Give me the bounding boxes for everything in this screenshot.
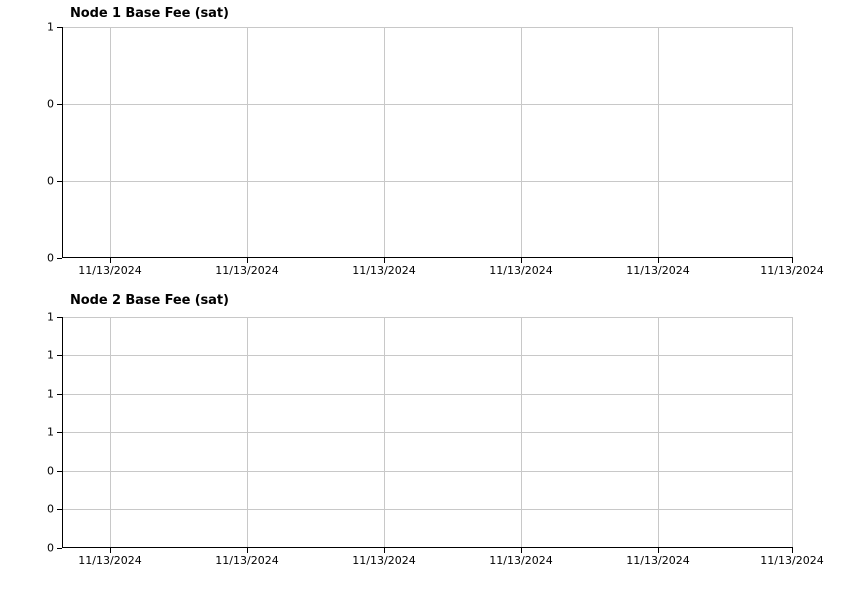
tick-x xyxy=(110,258,111,263)
tick-x xyxy=(110,548,111,553)
chart-panel-node-2-base-fee: Node 2 Base Fee (sat) 1 1 1 1 0 0 0 xyxy=(0,292,860,582)
y-axis-label: 0 xyxy=(47,541,54,555)
gridline-vertical xyxy=(521,317,522,548)
y-axis-label: 0 xyxy=(47,251,54,265)
tick-x xyxy=(521,258,522,263)
x-axis-label: 11/13/2024 xyxy=(489,264,553,277)
gridline-vertical xyxy=(110,27,111,258)
tick-x xyxy=(384,548,385,553)
gridline-horizontal xyxy=(62,394,793,395)
gridline-vertical xyxy=(247,317,248,548)
tick-x xyxy=(658,548,659,553)
tick-y xyxy=(57,181,62,182)
x-axis-label: 11/13/2024 xyxy=(626,554,690,567)
gridline-horizontal xyxy=(62,181,793,182)
y-axis-line xyxy=(62,317,63,548)
gridline-horizontal xyxy=(62,317,793,318)
tick-y xyxy=(57,317,62,318)
tick-x xyxy=(658,258,659,263)
x-axis-label: 11/13/2024 xyxy=(760,264,824,277)
gridline-vertical xyxy=(110,317,111,548)
gridline-vertical xyxy=(384,27,385,258)
y-axis-label: 1 xyxy=(47,20,54,34)
x-axis-label: 11/13/2024 xyxy=(215,264,279,277)
gridline-vertical xyxy=(792,27,793,258)
gridline-vertical xyxy=(658,27,659,258)
x-axis-label: 11/13/2024 xyxy=(78,554,142,567)
x-axis-label: 11/13/2024 xyxy=(352,264,416,277)
tick-y xyxy=(57,509,62,510)
plot-area[interactable]: 1 0 0 0 11/13/2024 11/13/2024 11/13/2024… xyxy=(47,21,824,278)
y-axis-label: 1 xyxy=(47,425,54,439)
gridline-vertical xyxy=(521,27,522,258)
tick-y xyxy=(57,258,62,259)
y-axis-label: 1 xyxy=(47,310,54,324)
gridline-vertical xyxy=(247,27,248,258)
y-axis-label: 0 xyxy=(47,174,54,188)
tick-y xyxy=(57,548,62,549)
gridline-vertical xyxy=(792,317,793,548)
tick-y xyxy=(57,27,62,28)
y-axis-label: 0 xyxy=(47,502,54,516)
tick-x xyxy=(792,258,793,263)
gridline-horizontal xyxy=(62,27,793,28)
x-axis-label: 11/13/2024 xyxy=(760,554,824,567)
gridline-horizontal xyxy=(62,509,793,510)
gridline-horizontal xyxy=(62,355,793,356)
tick-y xyxy=(57,471,62,472)
tick-x xyxy=(384,258,385,263)
plot-area[interactable]: 1 1 1 1 0 0 0 11/13/2024 11/13/2024 xyxy=(47,311,824,568)
gridline-vertical xyxy=(658,317,659,548)
tick-x xyxy=(247,258,248,263)
x-axis-line xyxy=(62,547,793,548)
tick-x xyxy=(521,548,522,553)
chart-title: Node 1 Base Fee (sat) xyxy=(70,6,229,21)
gridline-horizontal xyxy=(62,432,793,433)
y-axis-label: 0 xyxy=(47,464,54,478)
gridline-vertical xyxy=(384,317,385,548)
y-axis-line xyxy=(62,27,63,258)
x-axis-label: 11/13/2024 xyxy=(352,554,416,567)
chart-panel-node-1-base-fee: Node 1 Base Fee (sat) 1 0 0 0 11/13/2024… xyxy=(0,0,860,290)
tick-y xyxy=(57,355,62,356)
x-axis-label: 11/13/2024 xyxy=(489,554,553,567)
tick-x xyxy=(792,548,793,553)
tick-y xyxy=(57,432,62,433)
gridline-horizontal xyxy=(62,471,793,472)
y-axis-label: 1 xyxy=(47,387,54,401)
x-axis-label: 11/13/2024 xyxy=(626,264,690,277)
tick-y xyxy=(57,394,62,395)
y-axis-label: 1 xyxy=(47,348,54,362)
x-axis-label: 11/13/2024 xyxy=(78,264,142,277)
chart-title: Node 2 Base Fee (sat) xyxy=(70,293,229,308)
gridline-horizontal xyxy=(62,104,793,105)
x-axis-label: 11/13/2024 xyxy=(215,554,279,567)
x-axis-line xyxy=(62,257,793,258)
y-axis-label: 0 xyxy=(47,97,54,111)
tick-x xyxy=(247,548,248,553)
series-layer xyxy=(62,27,793,258)
tick-y xyxy=(57,104,62,105)
